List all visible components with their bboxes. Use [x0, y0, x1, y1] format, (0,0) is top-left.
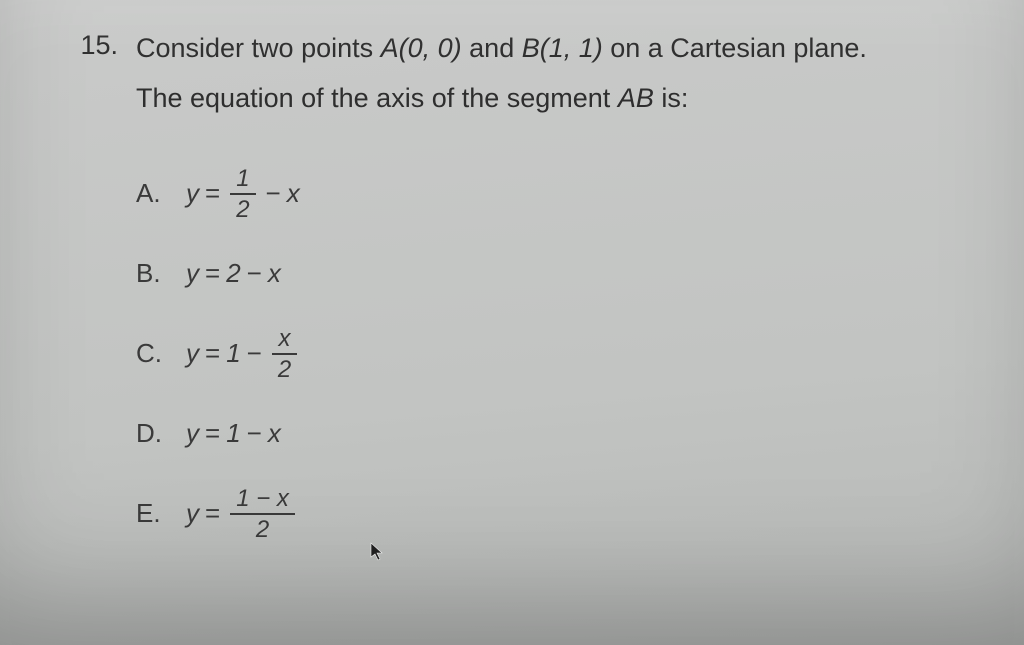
q-line1-post: on a Cartesian plane.	[603, 33, 867, 63]
option-e-letter: E.	[136, 498, 166, 529]
opt-e-eq: =	[205, 498, 220, 529]
opt-c-frac-den: 2	[272, 357, 297, 382]
option-c[interactable]: C. y = 1 − x 2	[136, 318, 984, 390]
q-line1-pre: Consider two points	[136, 33, 381, 63]
option-d[interactable]: D. y = 1 − x	[136, 398, 984, 470]
opt-a-fraction: 1 2	[230, 166, 255, 222]
q-line2-post: is:	[654, 83, 689, 113]
fraction-bar	[230, 513, 295, 515]
opt-b-eq: =	[205, 258, 220, 289]
question-row: 15. Consider two points A(0, 0) and B(1,…	[72, 28, 984, 120]
option-a-letter: A.	[136, 178, 166, 209]
opt-b-rhs-b: x	[268, 258, 281, 289]
page: 15. Consider two points A(0, 0) and B(1,…	[0, 0, 1024, 645]
opt-a-tail-op: −	[266, 178, 281, 209]
opt-d-lhs: y	[186, 418, 199, 449]
fraction-bar	[230, 193, 255, 195]
option-c-equation: y = 1 − x 2	[186, 326, 301, 382]
opt-b-rhs-a: 2	[226, 258, 240, 289]
q-line2-pre: The equation of the axis of the segment	[136, 83, 618, 113]
option-e-equation: y = 1 − x 2	[186, 486, 299, 542]
option-a[interactable]: A. y = 1 2 − x	[136, 158, 984, 230]
opt-a-frac-num: 1	[230, 166, 255, 191]
opt-a-eq: =	[205, 178, 220, 209]
option-b-equation: y = 2 − x	[186, 258, 281, 289]
opt-c-eq: =	[205, 338, 220, 369]
question-text: Consider two points A(0, 0) and B(1, 1) …	[136, 28, 867, 120]
opt-d-rhs-b: x	[268, 418, 281, 449]
opt-a-tail: x	[287, 178, 300, 209]
fraction-bar	[272, 353, 297, 355]
option-b-letter: B.	[136, 258, 166, 289]
opt-e-lhs: y	[186, 498, 199, 529]
opt-e-frac-num: 1 − x	[230, 486, 295, 511]
segment-ab: AB	[618, 83, 654, 113]
question-number: 15.	[72, 28, 118, 61]
opt-e-fraction: 1 − x 2	[230, 486, 295, 542]
point-b: B(1, 1)	[522, 33, 603, 63]
opt-d-op: −	[247, 418, 262, 449]
point-a: A(0, 0)	[381, 33, 462, 63]
opt-b-op: −	[247, 258, 262, 289]
opt-a-frac-den: 2	[230, 197, 255, 222]
option-b[interactable]: B. y = 2 − x	[136, 238, 984, 310]
option-a-equation: y = 1 2 − x	[186, 166, 300, 222]
opt-c-fraction: x 2	[272, 326, 297, 382]
option-d-letter: D.	[136, 418, 166, 449]
opt-c-op: −	[247, 338, 262, 369]
option-d-equation: y = 1 − x	[186, 418, 281, 449]
opt-c-lhs: y	[186, 338, 199, 369]
opt-c-lead: 1	[226, 338, 240, 369]
opt-e-frac-den: 2	[250, 517, 275, 542]
options-list: A. y = 1 2 − x B. y = 2 − x	[136, 158, 984, 550]
q-line1-mid: and	[462, 33, 522, 63]
opt-d-eq: =	[205, 418, 220, 449]
opt-b-lhs: y	[186, 258, 199, 289]
opt-c-frac-num: x	[273, 326, 297, 351]
opt-d-rhs-a: 1	[226, 418, 240, 449]
option-c-letter: C.	[136, 338, 166, 369]
option-e[interactable]: E. y = 1 − x 2	[136, 478, 984, 550]
opt-a-lhs: y	[186, 178, 199, 209]
